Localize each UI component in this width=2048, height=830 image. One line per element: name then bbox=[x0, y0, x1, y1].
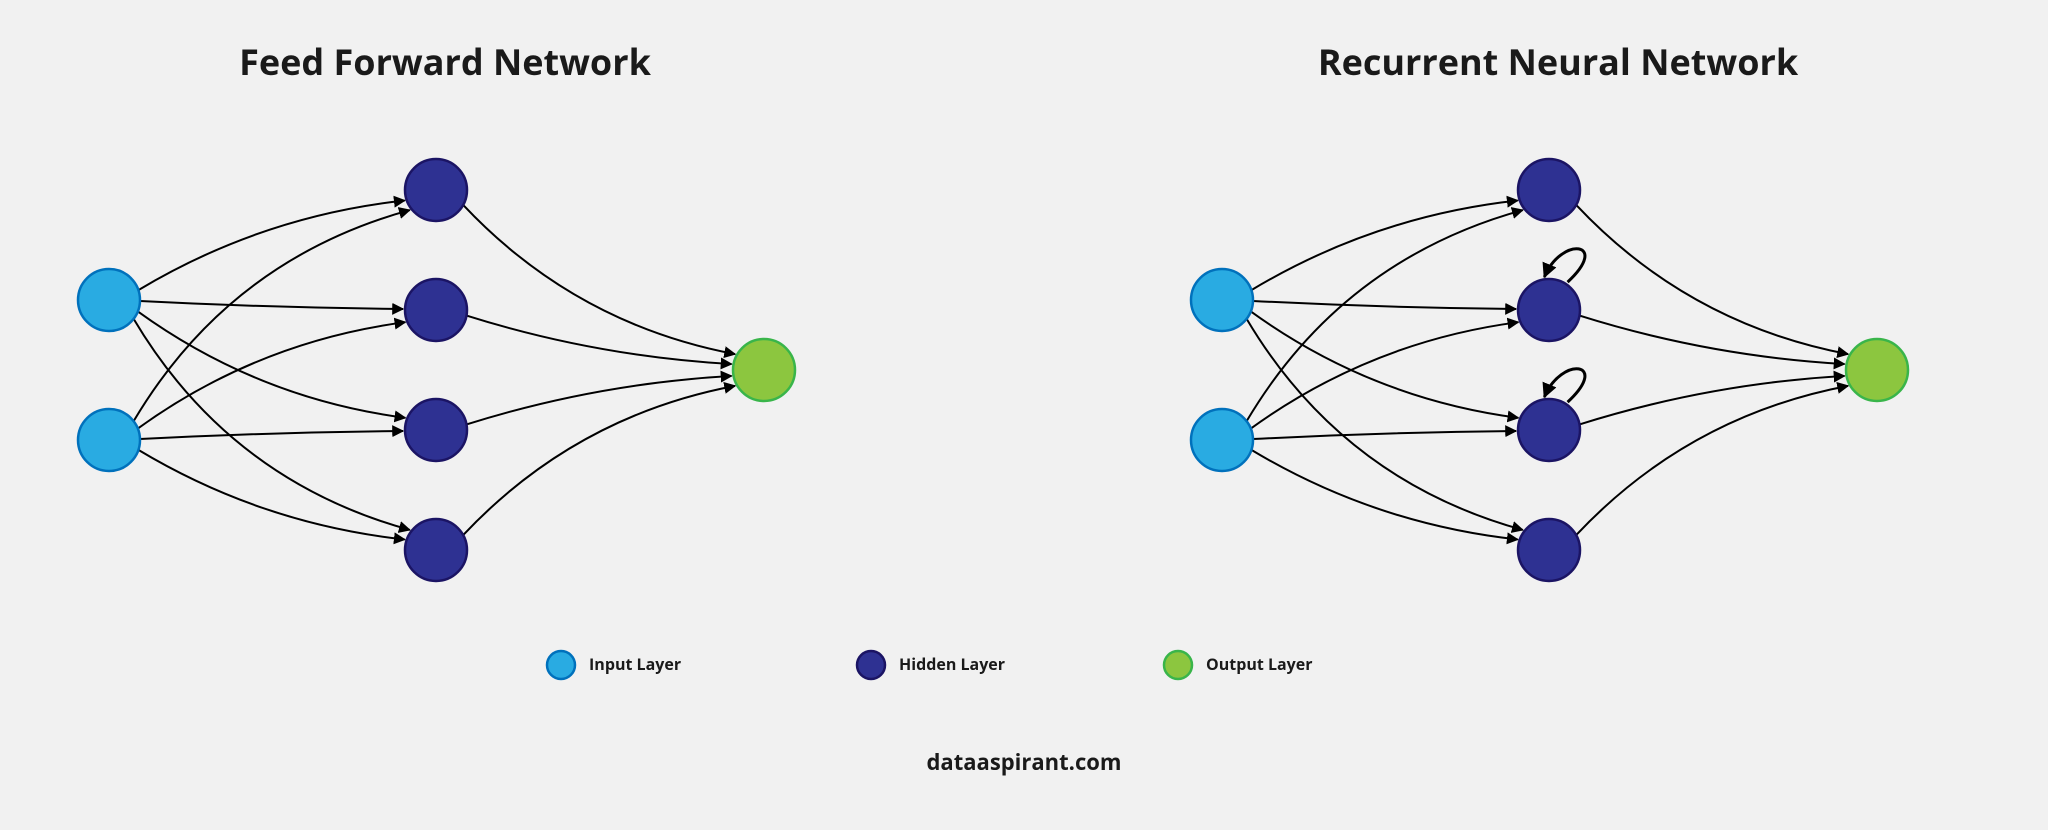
hidden-node bbox=[1518, 279, 1580, 341]
input-node bbox=[1191, 409, 1253, 471]
footer-attribution: dataaspirant.com bbox=[926, 747, 1121, 777]
input-node bbox=[78, 409, 140, 471]
output-node bbox=[1846, 339, 1908, 401]
diagram-canvas: Feed Forward Network Recurrent Neural Net… bbox=[0, 0, 2048, 830]
legend-hidden-label: Hidden Layer bbox=[899, 653, 1005, 675]
hidden-node bbox=[1518, 159, 1580, 221]
right-title: Recurrent Neural Network bbox=[1318, 37, 1799, 86]
input-node bbox=[78, 269, 140, 331]
legend-input-label: Input Layer bbox=[589, 653, 681, 675]
background bbox=[0, 0, 2048, 830]
left-title: Feed Forward Network bbox=[239, 37, 651, 86]
hidden-node bbox=[405, 159, 467, 221]
hidden-node bbox=[405, 279, 467, 341]
legend-hidden-swatch bbox=[857, 651, 885, 679]
hidden-node bbox=[1518, 399, 1580, 461]
hidden-node bbox=[405, 519, 467, 581]
legend-output-swatch bbox=[1164, 651, 1192, 679]
hidden-node bbox=[405, 399, 467, 461]
output-node bbox=[733, 339, 795, 401]
legend-input-swatch bbox=[547, 651, 575, 679]
legend-output-label: Output Layer bbox=[1206, 653, 1312, 675]
hidden-node bbox=[1518, 519, 1580, 581]
input-node bbox=[1191, 269, 1253, 331]
